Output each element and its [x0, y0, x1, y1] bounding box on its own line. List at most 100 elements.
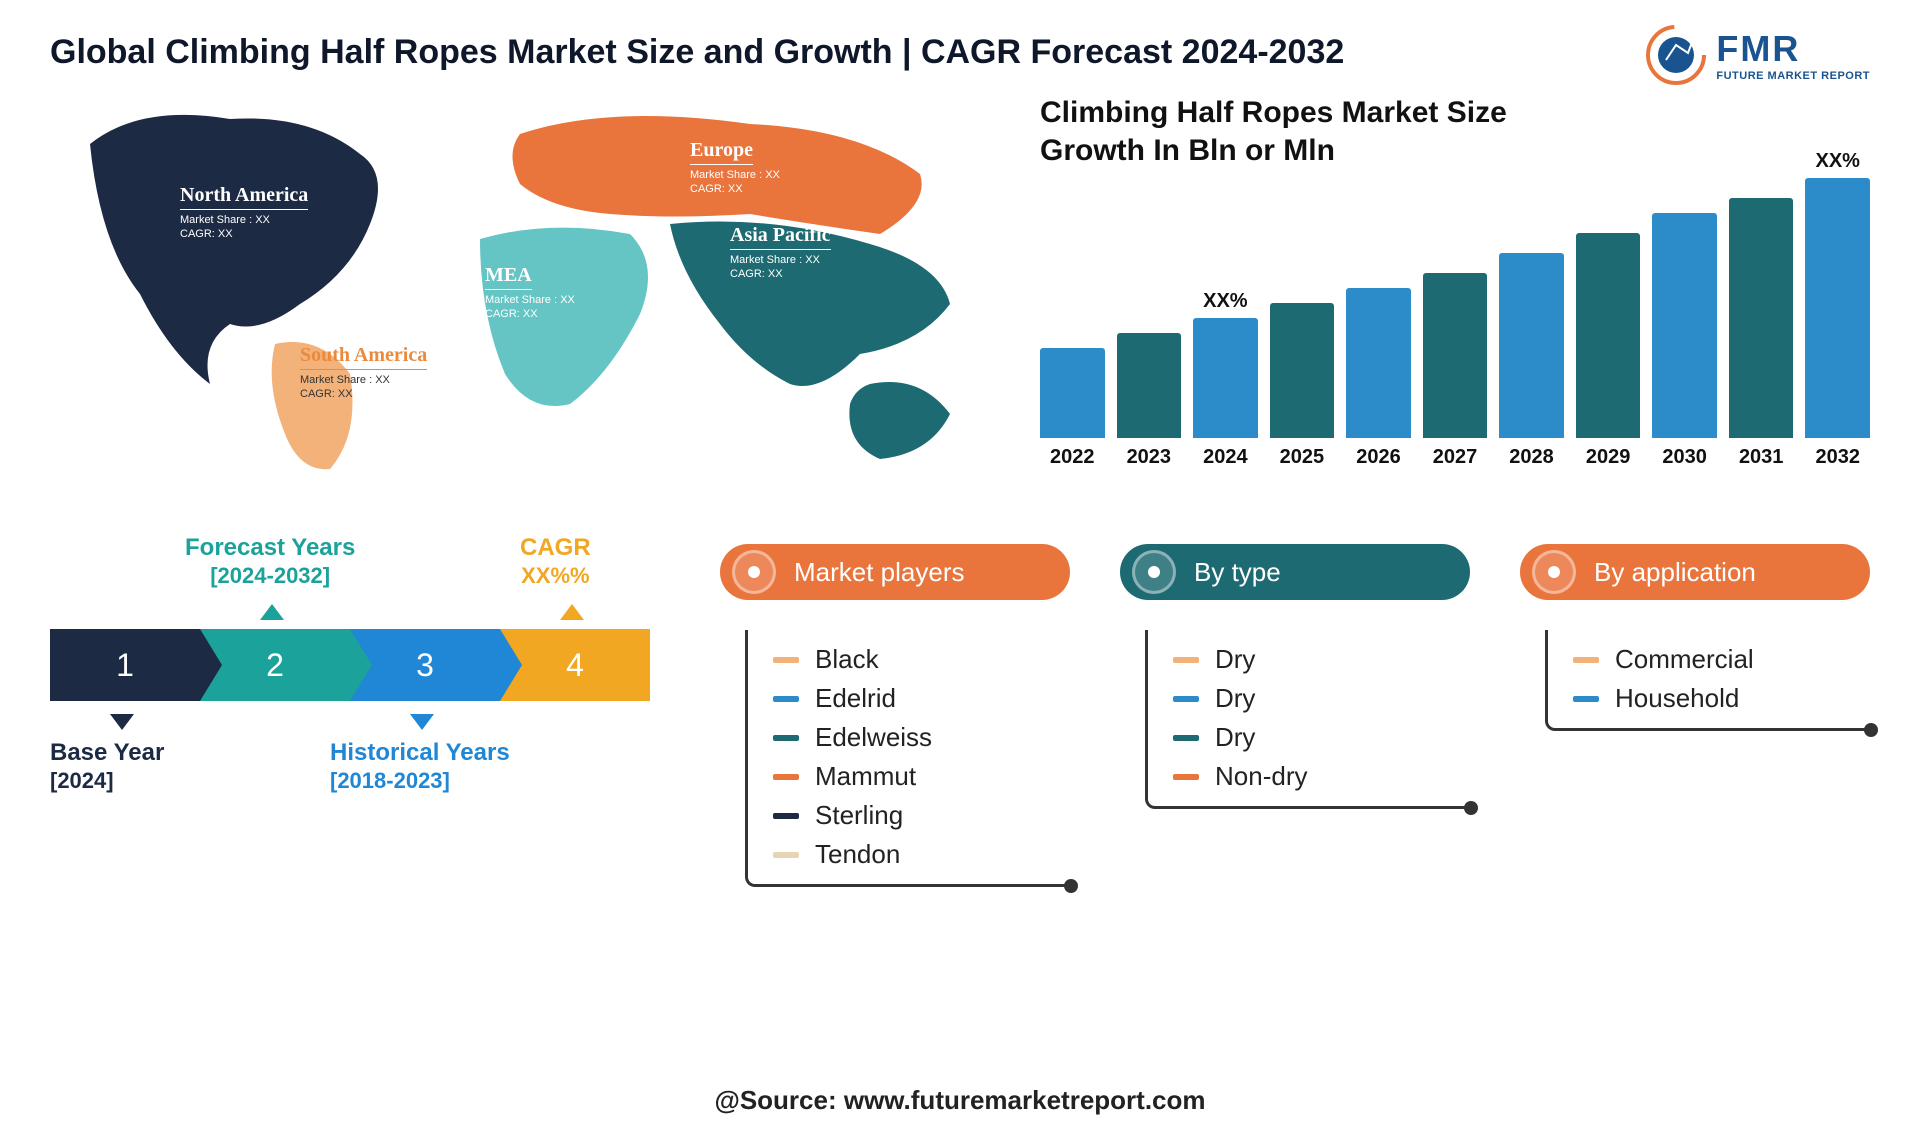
bar-chart: 20222023XX%20242025202620272028202920302… [1040, 179, 1870, 469]
color-swatch-icon [773, 774, 799, 780]
list-item: Commercial [1573, 640, 1870, 679]
chart-title: Climbing Half Ropes Market Size Growth I… [1040, 94, 1520, 169]
region-na-share: Market Share : XX [180, 213, 308, 227]
arrow-down-icon [410, 714, 434, 730]
color-swatch-icon [773, 852, 799, 858]
region-eu-name: Europe [690, 139, 753, 165]
bullet-icon [1532, 550, 1576, 594]
list-item-label: Dry [1215, 722, 1255, 753]
arrow-up-icon [560, 604, 584, 620]
bar-rect [1499, 253, 1564, 438]
bar-column: 2026 [1346, 288, 1411, 469]
bar-year-label: 2025 [1280, 446, 1325, 469]
category-list: Commercial Household [1545, 630, 1870, 731]
category-pill: By type [1120, 544, 1470, 600]
list-item-label: Edelweiss [815, 722, 932, 753]
logo-text-sub: FUTURE MARKET REPORT [1716, 70, 1870, 82]
timeline-hist-label: Historical Years [2018-2023] [330, 739, 510, 795]
category-title: Market players [794, 557, 965, 588]
region-mea-label: MEA Market Share : XX CAGR: XX [485, 264, 575, 322]
world-map: North America Market Share : XX CAGR: XX… [50, 94, 1000, 474]
timeline-cagr-label: CAGR XX%% [520, 534, 591, 590]
list-item: Non-dry [1173, 757, 1470, 796]
category-title: By application [1594, 557, 1756, 588]
region-sa-share: Market Share : XX [300, 373, 427, 387]
region-sa-cagr: CAGR: XX [300, 387, 427, 401]
color-swatch-icon [773, 657, 799, 663]
list-item: Black [773, 640, 1070, 679]
color-swatch-icon [1173, 774, 1199, 780]
color-swatch-icon [1573, 696, 1599, 702]
color-swatch-icon [1173, 696, 1199, 702]
arrow-up-icon [260, 604, 284, 620]
category-by-application: By application Commercial Household [1520, 544, 1870, 887]
list-item-label: Household [1615, 683, 1739, 714]
bar-year-label: 2032 [1815, 446, 1860, 469]
category-title: By type [1194, 557, 1281, 588]
bar-year-label: 2029 [1586, 446, 1631, 469]
region-na-name: North America [180, 184, 308, 210]
list-item: Household [1573, 679, 1870, 718]
region-ap-share: Market Share : XX [730, 253, 831, 267]
list-item: Edelweiss [773, 718, 1070, 757]
region-eu-cagr: CAGR: XX [690, 182, 780, 196]
bar-year-label: 2030 [1662, 446, 1707, 469]
timeline: Forecast Years [2024-2032] CAGR XX%% 123… [50, 544, 670, 887]
bar-year-label: 2024 [1203, 446, 1248, 469]
page-title: Global Climbing Half Ropes Market Size a… [50, 30, 1350, 74]
source-attribution: @Source: www.futuremarketreport.com [0, 1085, 1920, 1116]
timeline-segment: 4 [500, 629, 650, 701]
bar-rect [1270, 303, 1335, 438]
bar-column: 2031 [1729, 198, 1794, 469]
bar-year-label: 2027 [1433, 446, 1478, 469]
region-eu-share: Market Share : XX [690, 168, 780, 182]
timeline-base-label: Base Year [2024] [50, 739, 164, 795]
region-na-label: North America Market Share : XX CAGR: XX [180, 184, 308, 242]
category-pill: Market players [720, 544, 1070, 600]
logo-text-fmr: FMR [1716, 28, 1870, 70]
region-ap-name: Asia Pacific [730, 224, 831, 250]
bar-column: 2023 [1117, 333, 1182, 469]
region-sa-name: South America [300, 344, 427, 370]
color-swatch-icon [1573, 657, 1599, 663]
timeline-segment: 1 [50, 629, 200, 701]
list-item: Dry [1173, 679, 1470, 718]
bar-rect [1117, 333, 1182, 438]
list-item-label: Dry [1215, 644, 1255, 675]
category-list: Dry Dry Dry Non-dry [1145, 630, 1470, 809]
color-swatch-icon [773, 813, 799, 819]
bar-rect [1576, 233, 1641, 438]
bar-year-label: 2031 [1739, 446, 1784, 469]
timeline-segment: 2 [200, 629, 350, 701]
bullet-icon [732, 550, 776, 594]
list-item-label: Sterling [815, 800, 903, 831]
bullet-icon [1132, 550, 1176, 594]
list-item-label: Dry [1215, 683, 1255, 714]
list-item-label: Tendon [815, 839, 900, 870]
list-item-label: Commercial [1615, 644, 1754, 675]
bar-year-label: 2026 [1356, 446, 1401, 469]
bar-column: 2028 [1499, 253, 1564, 469]
region-ap-label: Asia Pacific Market Share : XX CAGR: XX [730, 224, 831, 282]
bar-column: 2027 [1423, 273, 1488, 469]
bar-column: 2030 [1652, 213, 1717, 469]
region-na-cagr: CAGR: XX [180, 227, 308, 241]
bar-annotation: XX% [1805, 150, 1870, 173]
bar-column: XX% 2032 [1805, 178, 1870, 469]
bar-rect [1729, 198, 1794, 438]
list-item: Mammut [773, 757, 1070, 796]
bar-column: 2025 [1270, 303, 1335, 469]
list-item: Dry [1173, 718, 1470, 757]
bar-year-label: 2028 [1509, 446, 1554, 469]
bar-rect [1040, 348, 1105, 438]
region-mea-cagr: CAGR: XX [485, 307, 575, 321]
category-pill: By application [1520, 544, 1870, 600]
bar-chart-area: Climbing Half Ropes Market Size Growth I… [1040, 94, 1870, 474]
bar-rect [1652, 213, 1717, 438]
bar-annotation: XX% [1193, 290, 1258, 313]
region-sa-label: South America Market Share : XX CAGR: XX [300, 344, 427, 402]
color-swatch-icon [1173, 735, 1199, 741]
fmr-logo: FMR FUTURE MARKET REPORT [1646, 25, 1870, 85]
region-mea-name: MEA [485, 264, 532, 290]
bar-rect: XX% [1805, 178, 1870, 438]
